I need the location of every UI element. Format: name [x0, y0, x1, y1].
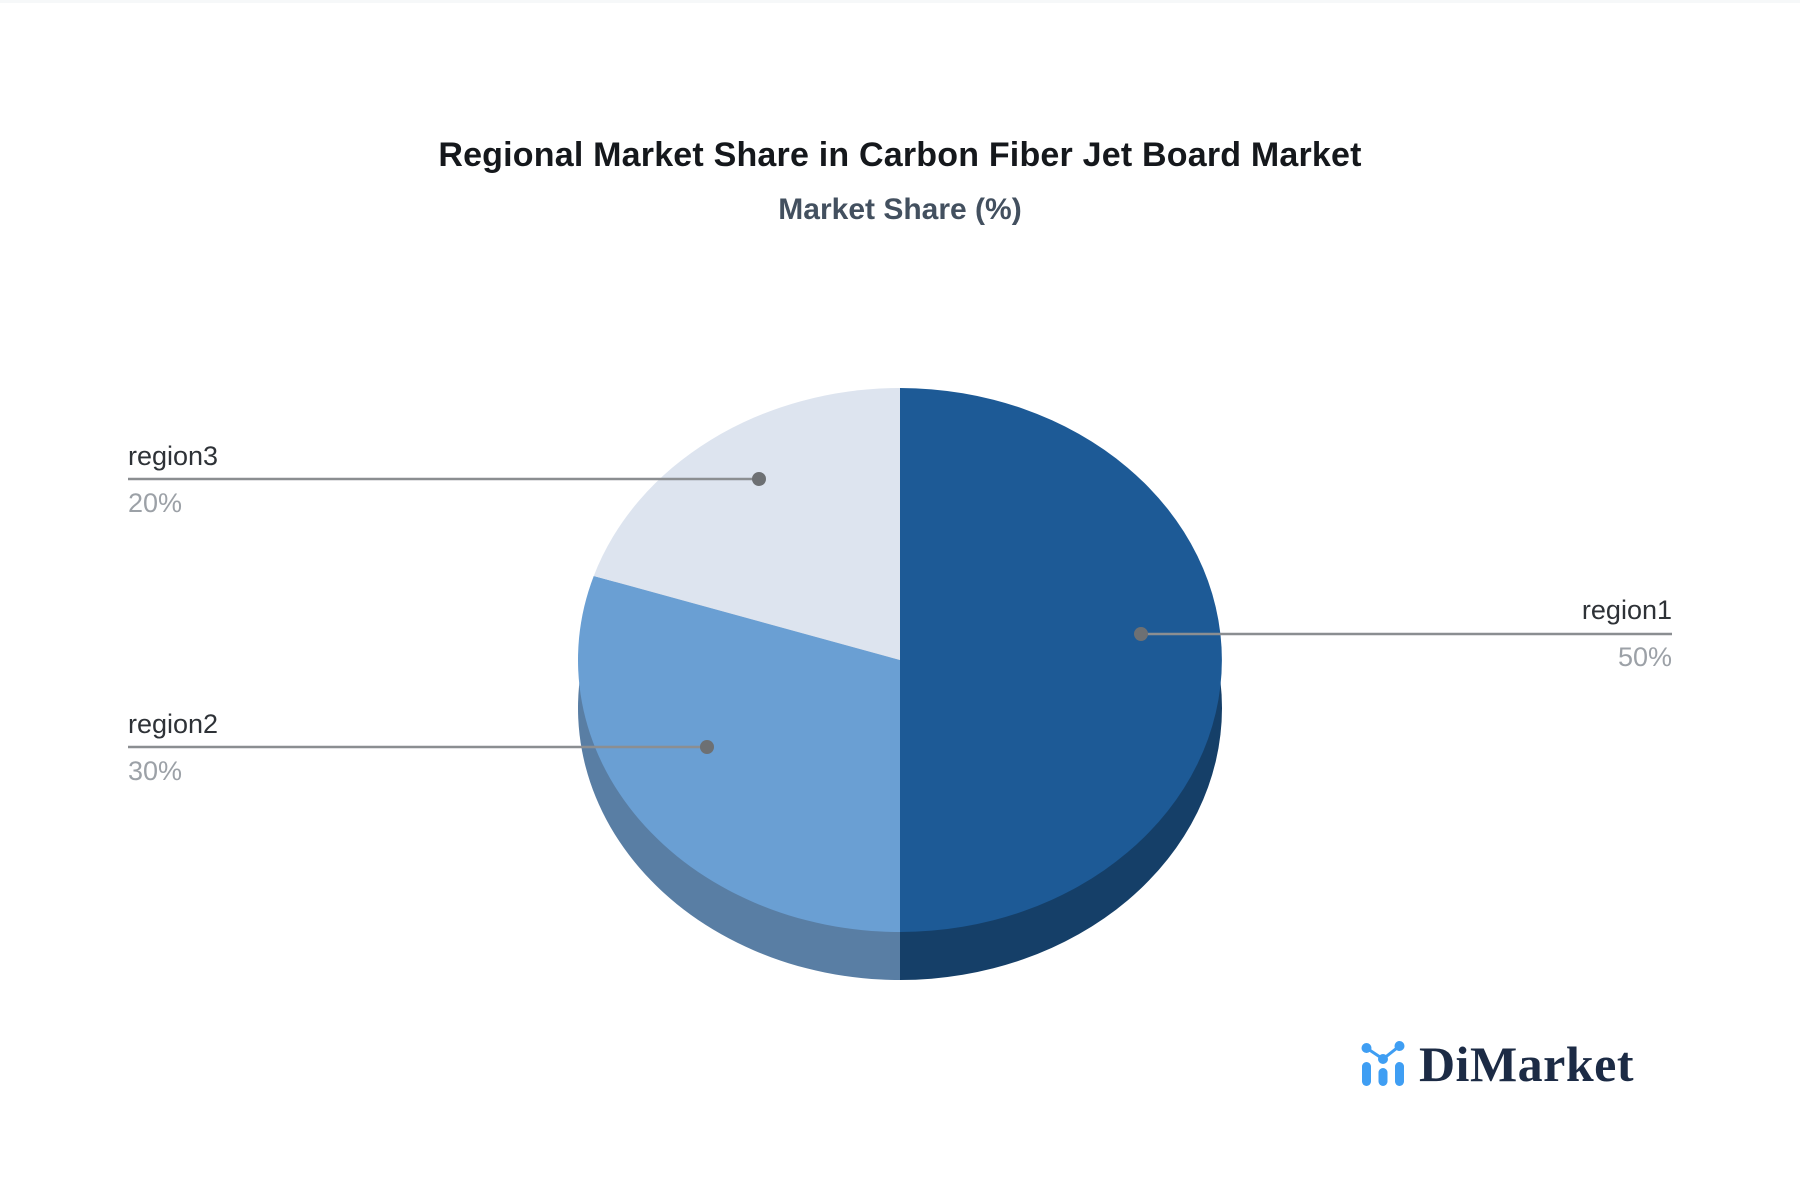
- callout-label-region1: region1: [1581, 595, 1672, 625]
- leader-dot-region2: [700, 740, 714, 754]
- callout-value-region1: 50%: [1617, 642, 1672, 672]
- leader-dot-region1: [1134, 627, 1148, 641]
- chart-title: Regional Market Share in Carbon Fiber Je…: [438, 136, 1362, 174]
- callout-value-region3: 20%: [128, 488, 183, 518]
- callout-label-region2: region2: [128, 709, 219, 739]
- callout-value-region2: 30%: [128, 756, 183, 786]
- callout-label-region3: region3: [128, 441, 219, 471]
- pie-slice-region2: [577, 575, 900, 932]
- logo-text: DiMarket: [1418, 1036, 1634, 1092]
- dimarket-logo: DiMarket: [1360, 1038, 1634, 1090]
- chart-subtitle: Market Share (%): [778, 193, 1022, 226]
- top-border: [0, 0, 1800, 3]
- bar-line-chart-icon: [1361, 1041, 1405, 1086]
- pie-slice-region1: [900, 388, 1222, 932]
- leader-dot-region3: [752, 472, 766, 486]
- pie-slice-region3: [593, 388, 900, 660]
